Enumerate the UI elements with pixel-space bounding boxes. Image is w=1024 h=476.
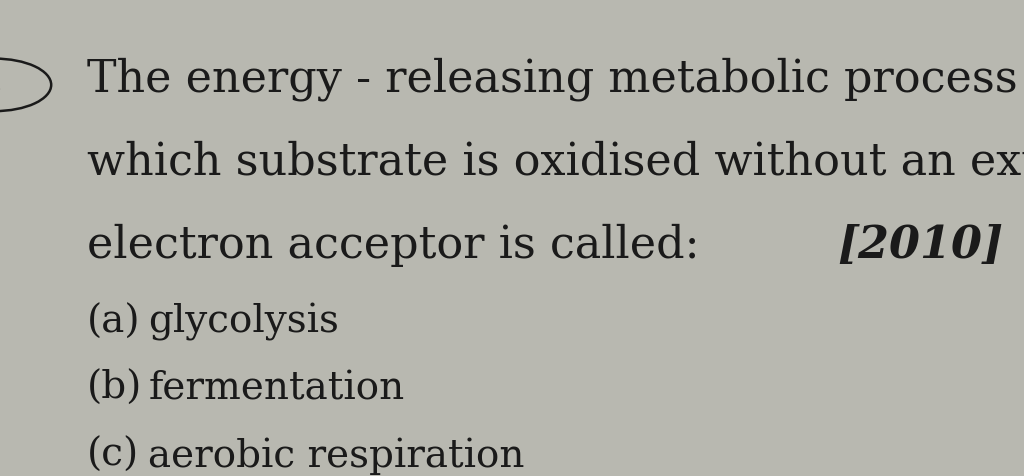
Text: (c): (c): [87, 436, 139, 473]
Text: [2010]: [2010]: [838, 224, 1004, 267]
Text: aerobic respiration: aerobic respiration: [148, 436, 525, 474]
Text: 2.: 2.: [0, 79, 2, 93]
Text: (b): (b): [87, 369, 142, 407]
Text: (a): (a): [87, 303, 140, 340]
Text: The energy - releasing metabolic process in: The energy - releasing metabolic process…: [87, 57, 1024, 101]
Text: which substrate is oxidised without an external: which substrate is oxidised without an e…: [87, 140, 1024, 184]
Text: glycolysis: glycolysis: [148, 303, 339, 341]
Text: fermentation: fermentation: [148, 369, 404, 407]
Text: electron acceptor is called:: electron acceptor is called:: [87, 224, 699, 267]
